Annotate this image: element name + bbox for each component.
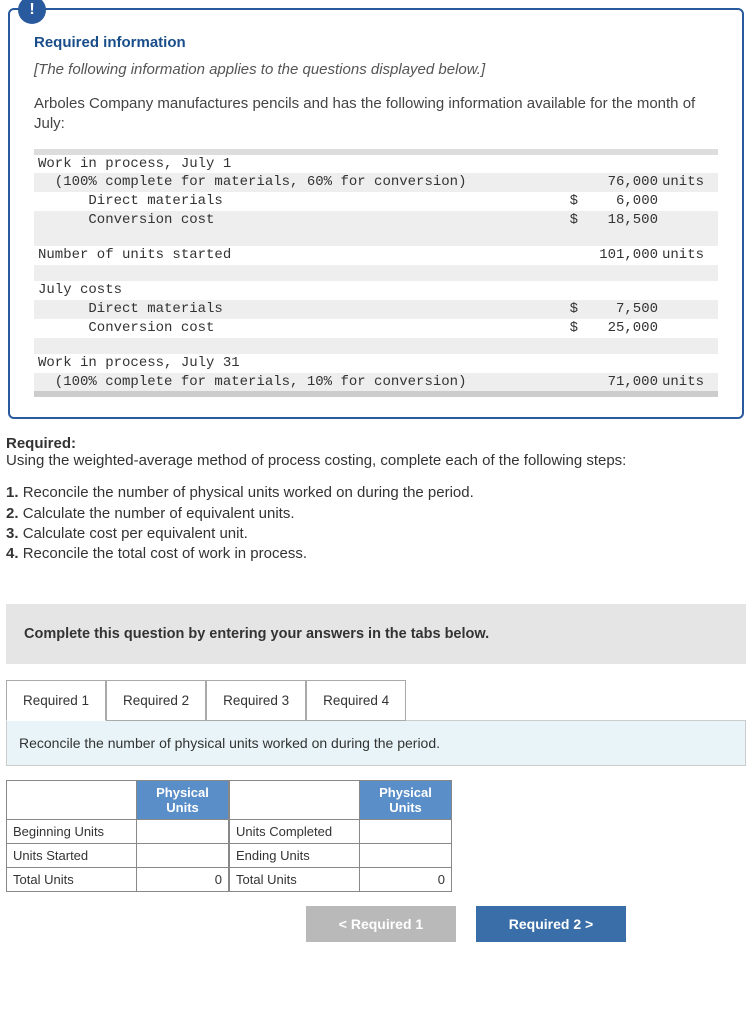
required-label: Required: [6,435,76,452]
required-information-box: ! Required information [The following in… [8,8,744,419]
data-row: Work in process, July 1 [34,155,718,174]
required-list-item: 4. Reconcile the total cost of work in p… [6,544,746,564]
data-row: Conversion cost$25,000 [34,319,718,338]
prev-required-button[interactable]: < Required 1 [306,906,456,942]
info-subtitle: [The following information applies to th… [34,61,718,78]
row-label: Beginning Units [7,820,137,844]
row-label: Total Units [230,868,360,892]
data-row: (100% complete for materials, 60% for co… [34,173,718,192]
required-list-item: 1. Reconcile the number of physical unit… [6,483,746,503]
row-label: Units Completed [230,820,360,844]
exclamation-icon: ! [18,0,46,24]
reconcile-tables: Physical Units Beginning UnitsUnits Star… [6,780,746,892]
input-cell[interactable] [360,844,452,868]
table-row: Units Started [7,844,229,868]
instruction-bar: Complete this question by entering your … [6,604,746,664]
row-label: Ending Units [230,844,360,868]
tab-required-2[interactable]: Required 2 [106,680,206,721]
answer-area: Complete this question by entering your … [0,604,752,956]
input-cell[interactable]: 0 [360,868,452,892]
data-row: Direct materials$6,000 [34,192,718,211]
input-cell[interactable] [360,820,452,844]
input-cell[interactable]: 0 [137,868,229,892]
data-row: Direct materials$7,500 [34,300,718,319]
required-list-item: 2. Calculate the number of equivalent un… [6,504,746,524]
data-row: Work in process, July 31 [34,354,718,373]
data-row: Conversion cost$18,500 [34,211,718,230]
data-row: (100% complete for materials, 10% for co… [34,373,718,392]
table-row: Units Completed [230,820,452,844]
info-description: Arboles Company manufactures pencils and… [34,94,718,135]
data-row: Number of units started101,000units [34,246,718,265]
info-title: Required information [34,34,718,51]
table-header-physical-units: Physical Units [137,781,229,820]
input-cell[interactable] [137,844,229,868]
tab-required-4[interactable]: Required 4 [306,680,406,721]
next-required-button[interactable]: Required 2 > [476,906,626,942]
tabs-container: Required 1Required 2Required 3Required 4 [6,680,746,721]
tab-prompt: Reconcile the number of physical units w… [6,720,746,766]
required-section: Required: Using the weighted-average met… [0,435,752,578]
data-row: July costs [34,281,718,300]
tab-required-3[interactable]: Required 3 [206,680,306,721]
tab-required-1[interactable]: Required 1 [6,680,106,721]
table-row: Total Units0 [7,868,229,892]
input-cell[interactable] [137,820,229,844]
table-row: Ending Units [230,844,452,868]
reconcile-table-right: Physical Units Units CompletedEnding Uni… [229,780,452,892]
nav-buttons: < Required 1 Required 2 > [6,906,746,956]
table-row: Total Units0 [230,868,452,892]
table-header-physical-units: Physical Units [360,781,452,820]
table-row: Beginning Units [7,820,229,844]
data-table: Work in process, July 1 (100% complete f… [34,149,718,398]
row-label: Units Started [7,844,137,868]
reconcile-table-left: Physical Units Beginning UnitsUnits Star… [6,780,229,892]
required-list: 1. Reconcile the number of physical unit… [6,483,746,564]
row-label: Total Units [7,868,137,892]
required-list-item: 3. Calculate cost per equivalent unit. [6,524,746,544]
required-text: Using the weighted-average method of pro… [6,452,746,469]
